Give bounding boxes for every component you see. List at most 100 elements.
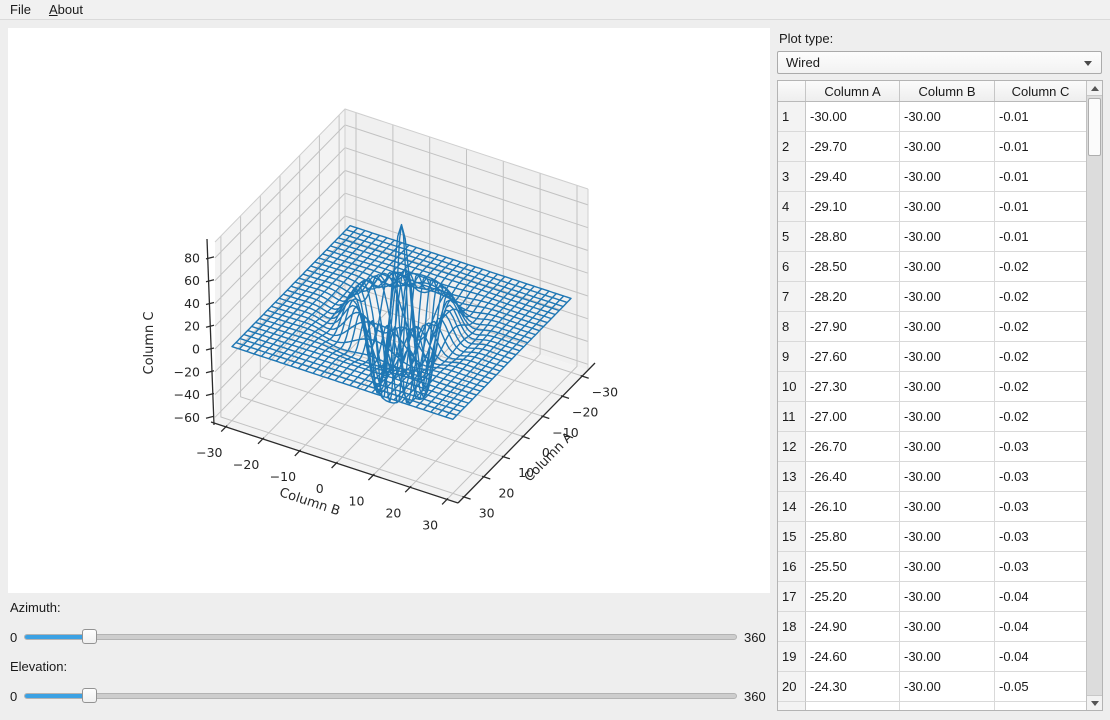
cell-column-c[interactable]: -0.02 <box>995 312 1087 342</box>
table-scrollbar[interactable] <box>1086 81 1102 710</box>
cell-column-b[interactable]: -30.00 <box>900 492 995 522</box>
cell-column-a[interactable]: -28.80 <box>806 222 900 252</box>
cell-column-b[interactable]: -30.00 <box>900 552 995 582</box>
cell-column-c[interactable]: -0.02 <box>995 342 1087 372</box>
cell-column-c[interactable]: -0.01 <box>995 102 1087 132</box>
table-body[interactable]: 1 -30.00 -30.00 -0.01 2 -29.70 -30.00 -0… <box>778 102 1087 710</box>
table-row[interactable]: 1 -30.00 -30.00 -0.01 <box>778 102 1087 132</box>
cell-column-b[interactable]: -30.00 <box>900 372 995 402</box>
table-row[interactable]: 7 -28.20 -30.00 -0.02 <box>778 282 1087 312</box>
row-number-cell[interactable]: 10 <box>778 372 806 402</box>
cell-column-a[interactable]: -26.70 <box>806 432 900 462</box>
row-number-cell[interactable]: 12 <box>778 432 806 462</box>
table-row-partial[interactable] <box>778 702 1087 710</box>
table-row[interactable]: 11 -27.00 -30.00 -0.02 <box>778 402 1087 432</box>
table-row[interactable]: 12 -26.70 -30.00 -0.03 <box>778 432 1087 462</box>
cell-column-b[interactable]: -30.00 <box>900 222 995 252</box>
row-number-cell[interactable]: 5 <box>778 222 806 252</box>
cell-column-c[interactable]: -0.02 <box>995 372 1087 402</box>
row-number-cell[interactable]: 11 <box>778 402 806 432</box>
cell-column-b[interactable]: -30.00 <box>900 342 995 372</box>
menu-file[interactable]: File <box>10 2 31 17</box>
cell-column-c[interactable]: -0.03 <box>995 462 1087 492</box>
row-number-cell[interactable]: 3 <box>778 162 806 192</box>
cell-column-b[interactable]: -30.00 <box>900 162 995 192</box>
azimuth-slider[interactable] <box>24 634 737 640</box>
row-number-cell[interactable]: 17 <box>778 582 806 612</box>
table-row[interactable]: 17 -25.20 -30.00 -0.04 <box>778 582 1087 612</box>
cell-column-c[interactable]: -0.01 <box>995 192 1087 222</box>
scroll-down-button[interactable] <box>1087 695 1102 710</box>
cell-column-b[interactable]: -30.00 <box>900 462 995 492</box>
cell-column-a[interactable]: -29.10 <box>806 192 900 222</box>
plot-type-dropdown[interactable]: Wired <box>777 51 1102 74</box>
table-row[interactable]: 4 -29.10 -30.00 -0.01 <box>778 192 1087 222</box>
cell-column-b[interactable]: -30.00 <box>900 102 995 132</box>
cell-column-a[interactable]: -30.00 <box>806 102 900 132</box>
cell-column-c[interactable]: -0.04 <box>995 642 1087 672</box>
cell-column-a[interactable]: -25.50 <box>806 552 900 582</box>
cell-column-c[interactable]: -0.01 <box>995 132 1087 162</box>
cell-column-a[interactable]: -29.70 <box>806 132 900 162</box>
cell-column-a[interactable]: -26.40 <box>806 462 900 492</box>
cell-column-b[interactable]: -30.00 <box>900 522 995 552</box>
cell-column-b[interactable]: -30.00 <box>900 132 995 162</box>
cell-column-a[interactable]: -25.80 <box>806 522 900 552</box>
cell-column-a[interactable]: -27.90 <box>806 312 900 342</box>
cell-column-c[interactable]: -0.02 <box>995 252 1087 282</box>
elevation-slider[interactable] <box>24 693 737 699</box>
cell-column-c[interactable]: -0.03 <box>995 552 1087 582</box>
scroll-up-button[interactable] <box>1087 81 1102 96</box>
cell-column-c[interactable]: -0.01 <box>995 162 1087 192</box>
cell-column-c[interactable]: -0.01 <box>995 222 1087 252</box>
table-row[interactable]: 19 -24.60 -30.00 -0.04 <box>778 642 1087 672</box>
wireframe-3d-plot[interactable]: −30−20−100102030−30−20−100102030−60−40−2… <box>8 28 770 593</box>
cell-column-c[interactable]: -0.03 <box>995 432 1087 462</box>
elevation-slider-handle[interactable] <box>82 688 98 703</box>
cell-column-b[interactable]: -30.00 <box>900 612 995 642</box>
cell-column-a[interactable]: -29.40 <box>806 162 900 192</box>
cell-column-c[interactable]: -0.04 <box>995 612 1087 642</box>
cell-column-c[interactable]: -0.02 <box>995 282 1087 312</box>
row-number-cell[interactable]: 4 <box>778 192 806 222</box>
plot-canvas[interactable]: −30 −20 −10 0 10 20 30 −30 −20 −10 0 10 20 30 −60 −40 −2… <box>8 28 770 593</box>
table-row[interactable]: 13 -26.40 -30.00 -0.03 <box>778 462 1087 492</box>
cell-column-c[interactable]: -0.03 <box>995 492 1087 522</box>
cell-column-a[interactable]: -28.50 <box>806 252 900 282</box>
cell-column-a[interactable]: -26.10 <box>806 492 900 522</box>
table-row[interactable]: 2 -29.70 -30.00 -0.01 <box>778 132 1087 162</box>
table-row[interactable]: 6 -28.50 -30.00 -0.02 <box>778 252 1087 282</box>
row-number-cell[interactable]: 20 <box>778 672 806 702</box>
cell-column-a[interactable]: -27.30 <box>806 372 900 402</box>
cell-column-b[interactable]: -30.00 <box>900 402 995 432</box>
cell-column-a[interactable]: -24.90 <box>806 612 900 642</box>
cell-column-a[interactable]: -24.30 <box>806 672 900 702</box>
cell-column-c[interactable]: -0.04 <box>995 582 1087 612</box>
cell-column-a[interactable]: -24.60 <box>806 642 900 672</box>
cell-column-b[interactable]: -30.00 <box>900 672 995 702</box>
table-row[interactable]: 16 -25.50 -30.00 -0.03 <box>778 552 1087 582</box>
table-row[interactable]: 14 -26.10 -30.00 -0.03 <box>778 492 1087 522</box>
row-number-cell[interactable]: 13 <box>778 462 806 492</box>
table-row[interactable]: 8 -27.90 -30.00 -0.02 <box>778 312 1087 342</box>
table-row[interactable]: 20 -24.30 -30.00 -0.05 <box>778 672 1087 702</box>
row-number-cell[interactable]: 7 <box>778 282 806 312</box>
row-number-cell[interactable]: 9 <box>778 342 806 372</box>
cell-column-a[interactable]: -27.60 <box>806 342 900 372</box>
table-row[interactable]: 9 -27.60 -30.00 -0.02 <box>778 342 1087 372</box>
cell-column-a[interactable]: -28.20 <box>806 282 900 312</box>
column-c-header[interactable]: Column C <box>995 81 1087 101</box>
table-row[interactable]: 5 -28.80 -30.00 -0.01 <box>778 222 1087 252</box>
table-row[interactable]: 10 -27.30 -30.00 -0.02 <box>778 372 1087 402</box>
row-number-cell[interactable]: 16 <box>778 552 806 582</box>
cell-column-c[interactable]: -0.02 <box>995 402 1087 432</box>
row-number-cell[interactable]: 19 <box>778 642 806 672</box>
menu-about[interactable]: About <box>48 2 83 17</box>
row-number-cell[interactable]: 1 <box>778 102 806 132</box>
data-table[interactable]: Column A Column B Column C 1 -30.00 -30.… <box>777 80 1103 711</box>
table-row[interactable]: 15 -25.80 -30.00 -0.03 <box>778 522 1087 552</box>
row-number-cell[interactable]: 8 <box>778 312 806 342</box>
cell-column-c[interactable]: -0.05 <box>995 672 1087 702</box>
cell-column-b[interactable]: -30.00 <box>900 432 995 462</box>
cell-column-a[interactable]: -27.00 <box>806 402 900 432</box>
